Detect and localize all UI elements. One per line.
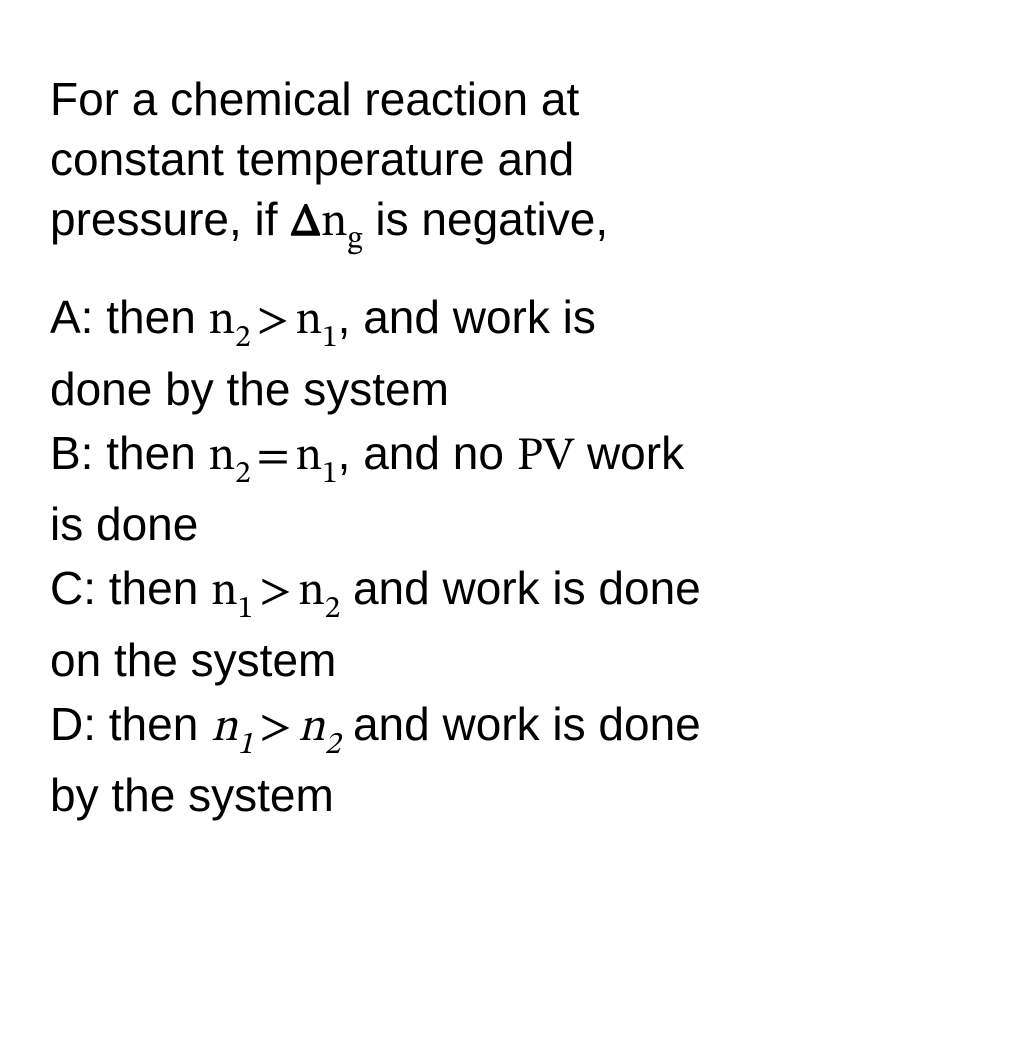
question-page: For a chemical reaction at constant temp… — [0, 0, 1024, 878]
option-d-label: D: — [50, 698, 96, 750]
ng-sub: g — [348, 224, 363, 255]
option-b-pre: then — [93, 427, 208, 479]
option-c-n1: n — [211, 569, 238, 615]
option-b-n1: n — [296, 434, 323, 480]
option-a-n2-sub: 2 — [235, 323, 250, 354]
option-d-post2: by the system — [50, 769, 334, 821]
option-d: D: then n1>n2 and work is done by the sy… — [50, 693, 974, 827]
option-c-pre: then — [96, 562, 211, 614]
option-b-n2-sub: 2 — [235, 459, 250, 490]
option-c-n2-sub: 2 — [325, 594, 340, 625]
option-c-post2: on the system — [50, 634, 336, 686]
stem-text-line3-post: is negative, — [363, 193, 608, 245]
stem-text-line1: For a chemical reaction at — [50, 73, 579, 125]
option-b-post2: is done — [50, 498, 198, 550]
question-stem: For a chemical reaction at constant temp… — [50, 70, 974, 258]
option-d-n2: n — [298, 705, 325, 751]
option-a-post1: , and work is — [338, 291, 596, 343]
option-d-n1-sub: 1 — [238, 730, 253, 761]
delta-symbol: Δ — [290, 200, 321, 246]
option-b: B: then n2=n1, and no PV work is done — [50, 422, 974, 556]
option-c-rel: > — [253, 569, 298, 615]
option-b-n2: n — [209, 434, 236, 480]
ng-n: n — [321, 200, 348, 246]
option-c: C: then n1>n2 and work is done on the sy… — [50, 557, 974, 691]
option-d-post1: and work is done — [340, 698, 701, 750]
option-a-n1: n — [296, 298, 323, 344]
option-b-label: B: — [50, 427, 93, 479]
option-a-n1-sub: 1 — [322, 323, 337, 354]
option-a-label: A: — [50, 291, 93, 343]
option-d-n2-sub: 2 — [325, 730, 340, 761]
option-c-label: C: — [50, 562, 96, 614]
option-b-rel: = — [251, 434, 296, 480]
option-a-rel: > — [251, 298, 296, 344]
option-a-pre: then — [93, 291, 208, 343]
option-d-rel: > — [253, 705, 298, 751]
option-a-post2: done by the system — [50, 363, 449, 415]
stem-text-line2: constant temperature and — [50, 133, 574, 185]
option-a: A: then n2>n1, and work is done by the s… — [50, 286, 974, 420]
option-b-post1b: work — [574, 427, 684, 479]
option-c-n1-sub: 1 — [238, 594, 253, 625]
option-d-n1: n — [211, 705, 238, 751]
option-a-n2: n — [209, 298, 236, 344]
option-b-post1: , and no — [338, 427, 517, 479]
option-b-pv: PV — [517, 434, 574, 480]
option-c-n2: n — [298, 569, 325, 615]
option-d-pre: then — [96, 698, 211, 750]
option-b-n1-sub: 1 — [322, 459, 337, 490]
option-c-post1: and work is done — [340, 562, 701, 614]
stem-text-line3-pre: pressure, if — [50, 193, 290, 245]
